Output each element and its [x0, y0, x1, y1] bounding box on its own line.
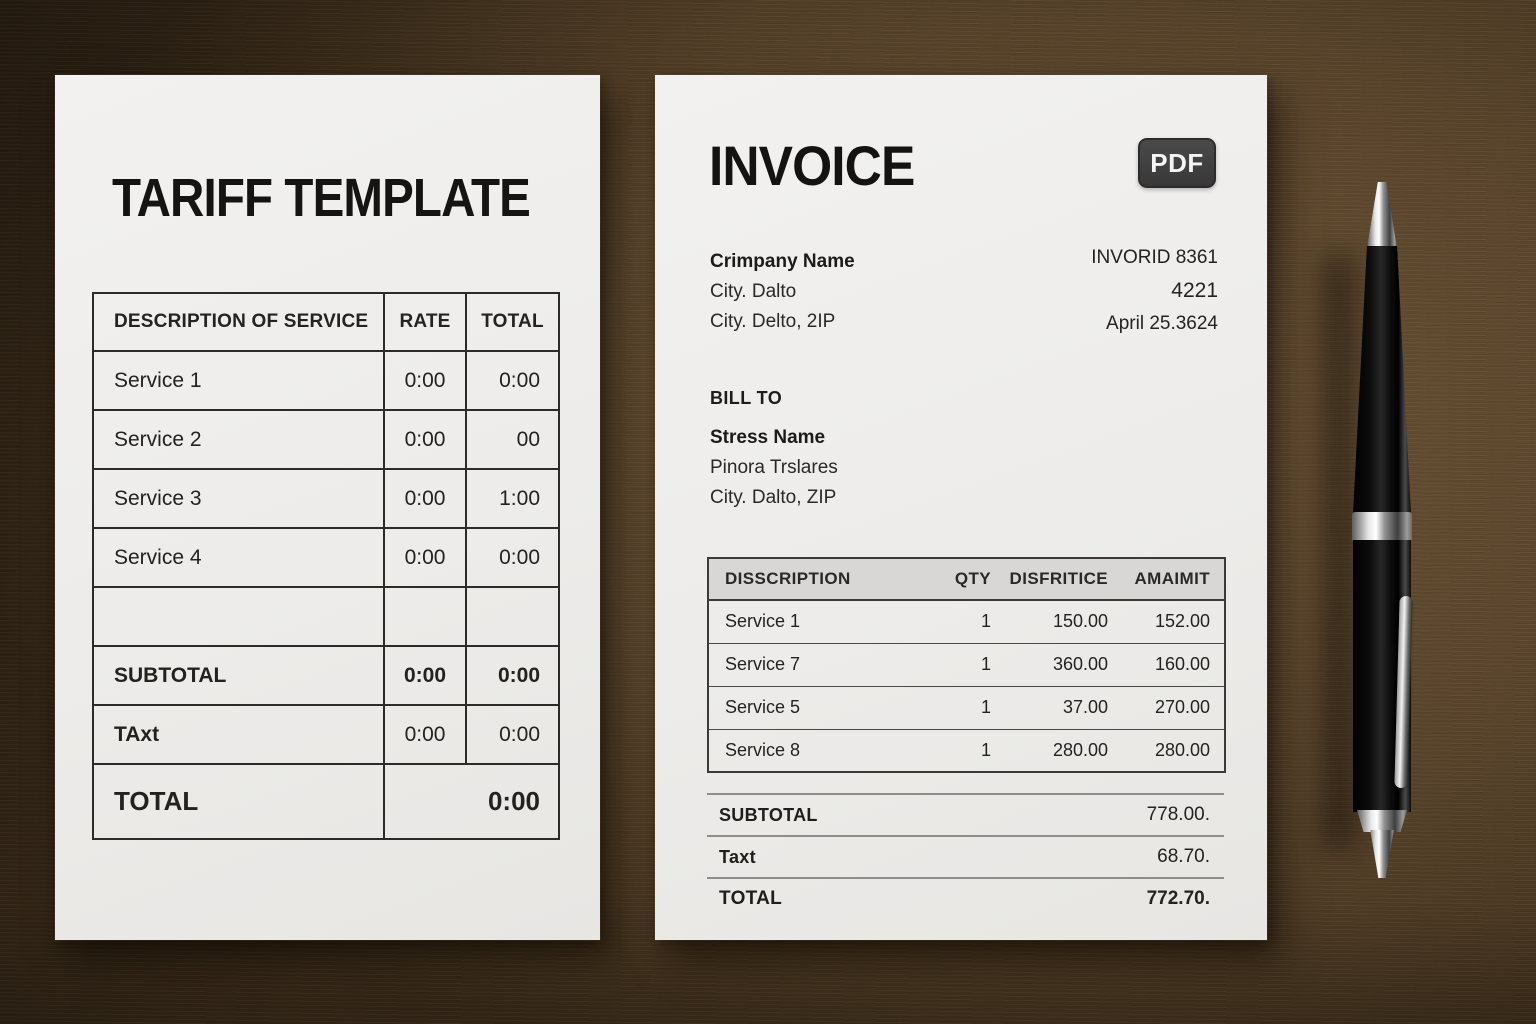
- subtotal-total: 0:00: [465, 645, 560, 706]
- bill-to-block: Stress Name Pinora Trslares City. Dalto,…: [710, 423, 838, 513]
- tariff-table: DESCRIPTION OF SERVICE RATE TOTAL Servic…: [92, 292, 560, 840]
- tax-row: Taxt 68.70.: [707, 835, 1224, 877]
- line-amount: 280.00: [1154, 739, 1210, 760]
- service-rate: [383, 586, 467, 647]
- tax-value: 68.70.: [1157, 846, 1210, 867]
- pen-top-cone: [1367, 182, 1397, 248]
- service-name: Service 1: [92, 350, 385, 411]
- invoice-row: Service 7 1 360.00 160.00: [708, 643, 1225, 687]
- line-price: 280.00: [1052, 739, 1108, 760]
- tariff-subtotal-row: SUBTOTAL 0:00 0:00: [92, 645, 560, 706]
- grand-total-row: TOTAL 772.70.: [707, 877, 1224, 919]
- service-total: 0:00: [465, 527, 560, 588]
- line-amount: 270.00: [1120, 686, 1225, 730]
- tariff-tax-row: TAxt 0:00 0:00: [92, 704, 560, 765]
- subtotal-label: SUBTOTAL: [92, 645, 385, 706]
- tariff-row: Service 3 0:00 1:00: [92, 468, 560, 529]
- invoice-number: INVORID 8361: [1091, 247, 1218, 268]
- invoice-header-price: DISFRITICE: [1001, 558, 1120, 601]
- tax-label: TAxt: [92, 704, 385, 765]
- tariff-total-row: TOTAL 0:00: [92, 763, 560, 840]
- pen-upper-barrel: [1353, 246, 1411, 514]
- bill-to-heading: BILL TO: [710, 388, 783, 408]
- service-name: Service 4: [92, 527, 385, 588]
- line-price: 150.00: [1001, 600, 1120, 644]
- tariff-row: Service 1 0:00 0:00: [92, 350, 560, 411]
- invoice-document: INVOICE PDF Crimpany Name City. Dalto Ci…: [654, 74, 1268, 941]
- service-rate: 0:00: [383, 350, 467, 411]
- service-rate: 0:00: [383, 527, 467, 588]
- total-value: 0:00: [383, 763, 560, 840]
- invoice-date: April 25.3624: [1106, 313, 1218, 334]
- line-qty: 1: [941, 600, 1001, 644]
- bill-to-name: Stress Name: [710, 427, 826, 448]
- line-qty: 1: [980, 739, 991, 760]
- invoice-meta-block: INVORID 8361 4221 April 25.3624: [1091, 241, 1218, 340]
- subtotal-value: 778.00.: [1146, 804, 1210, 825]
- service-name: Service 3: [92, 468, 385, 529]
- service-rate: 0:00: [383, 468, 467, 529]
- tax-rate: 0:00: [383, 704, 467, 765]
- line-description: Service 7: [708, 643, 941, 687]
- company-block: Crimpany Name City. Dalto City. Delto, 2…: [710, 247, 855, 337]
- tariff-empty-row: [92, 586, 560, 647]
- subtotal-label: SUBTOTAL: [719, 804, 818, 825]
- grand-total-label: TOTAL: [719, 888, 783, 909]
- invoice-row: Service 5 1 37.00 270.00: [708, 686, 1225, 730]
- pdf-badge-icon: PDF: [1138, 138, 1216, 188]
- service-total: 00: [465, 409, 560, 470]
- invoice-header-amount: AMAIMIT: [1120, 558, 1225, 601]
- line-amount: 152.00: [1120, 600, 1225, 644]
- service-rate: 0:00: [383, 409, 467, 470]
- service-name: [92, 586, 385, 647]
- service-total: [465, 586, 560, 647]
- tariff-row: Service 2 0:00 00: [92, 409, 560, 470]
- invoice-header-description: DISSCRIPTION: [708, 558, 941, 601]
- line-description: Service 8: [725, 739, 801, 760]
- company-address-line1: City. Dalto: [710, 281, 797, 302]
- tax-total: 0:00: [465, 704, 560, 765]
- line-qty: 1: [941, 686, 1001, 730]
- tariff-header-row: DESCRIPTION OF SERVICE RATE TOTAL: [92, 292, 560, 352]
- invoice-header-qty: QTY: [941, 558, 1001, 601]
- service-total: 1:00: [465, 468, 560, 529]
- company-name: Crimpany Name: [710, 251, 855, 272]
- invoice-row: Service 1 1 150.00 152.00: [708, 600, 1225, 644]
- tariff-header-description: DESCRIPTION OF SERVICE: [92, 292, 385, 352]
- tariff-document: TARIFF TEMPLATE DESCRIPTION OF SERVICE R…: [54, 74, 601, 941]
- pen-ferrule: [1357, 810, 1407, 832]
- invoice-row: Service 8 1 280.00 280.00: [708, 729, 1225, 772]
- line-price: 360.00: [1001, 643, 1120, 687]
- tariff-header-total: TOTAL: [465, 292, 560, 352]
- tariff-row: Service 4 0:00 0:00: [92, 527, 560, 588]
- line-amount: 160.00: [1120, 643, 1225, 687]
- pen: [1322, 182, 1424, 882]
- invoice-table: DISSCRIPTION QTY DISFRITICE AMAIMIT Serv…: [707, 557, 1226, 773]
- grand-total-value: 772.70.: [1146, 888, 1210, 909]
- invoice-title: INVOICE: [709, 134, 915, 197]
- bill-to-line2: City. Dalto, ZIP: [710, 487, 837, 508]
- pen-writing-tip: [1370, 830, 1394, 878]
- invoice-header-row: DISSCRIPTION QTY DISFRITICE AMAIMIT: [708, 558, 1225, 601]
- line-qty: 1: [941, 643, 1001, 687]
- bill-to-line1: Pinora Trslares: [710, 457, 838, 478]
- invoice-secondary-number: 4221: [1171, 279, 1218, 302]
- line-description: Service 1: [708, 600, 941, 644]
- invoice-totals: SUBTOTAL 778.00. Taxt 68.70. TOTAL 772.7…: [707, 793, 1224, 919]
- tariff-title: TARIFF TEMPLATE: [112, 168, 531, 228]
- subtotal-rate: 0:00: [383, 645, 467, 706]
- line-description: Service 5: [708, 686, 941, 730]
- line-price: 37.00: [1001, 686, 1120, 730]
- pen-center-band: [1352, 512, 1412, 542]
- subtotal-row: SUBTOTAL 778.00.: [707, 793, 1224, 835]
- tax-label: Taxt: [719, 846, 756, 867]
- total-label: TOTAL: [92, 763, 385, 840]
- pen-shadow: [1322, 252, 1356, 852]
- tariff-header-rate: RATE: [383, 292, 467, 352]
- service-total: 0:00: [465, 350, 560, 411]
- company-address-line2: City. Delto, 2IP: [710, 311, 836, 332]
- service-name: Service 2: [92, 409, 385, 470]
